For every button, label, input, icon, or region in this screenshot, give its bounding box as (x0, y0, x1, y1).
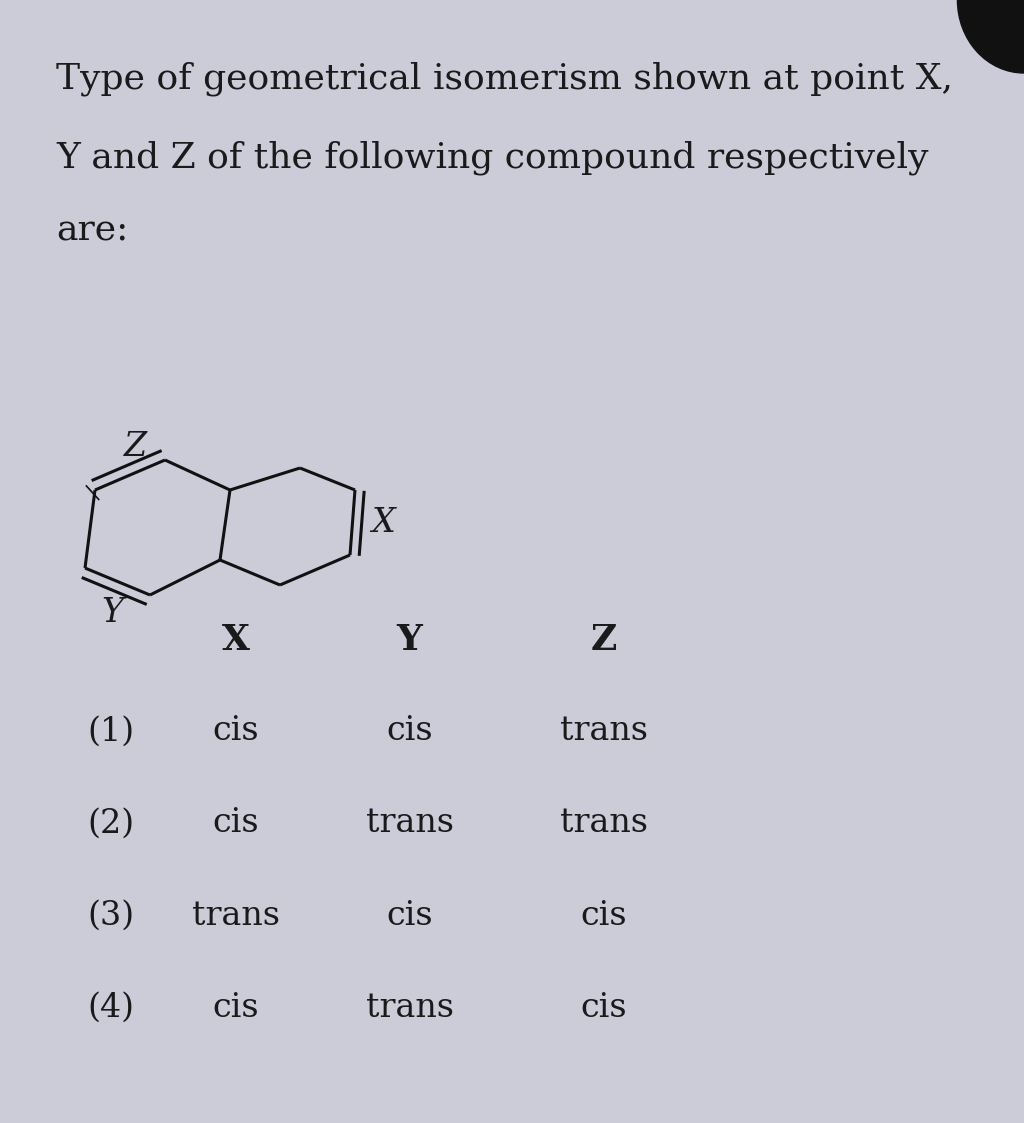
Text: (3): (3) (87, 900, 134, 931)
Text: trans: trans (560, 715, 648, 747)
Text: trans: trans (366, 992, 454, 1023)
Text: are:: are: (56, 213, 129, 247)
Text: (4): (4) (87, 992, 134, 1023)
Text: Y and Z of the following compound respectively: Y and Z of the following compound respec… (56, 140, 929, 175)
Text: trans: trans (560, 807, 648, 839)
Wedge shape (957, 0, 1024, 73)
Text: cis: cis (386, 900, 433, 931)
Text: cis: cis (212, 807, 259, 839)
Text: Y: Y (396, 623, 423, 657)
Text: (1): (1) (87, 715, 134, 747)
Text: cis: cis (386, 715, 433, 747)
Text: Y: Y (101, 597, 123, 629)
Text: X: X (221, 623, 250, 657)
Text: trans: trans (191, 900, 280, 931)
Text: X: X (372, 506, 395, 539)
Text: cis: cis (212, 992, 259, 1023)
Text: Type of geometrical isomerism shown at point X,: Type of geometrical isomerism shown at p… (56, 62, 953, 97)
Text: cis: cis (581, 992, 628, 1023)
Text: (2): (2) (87, 807, 134, 839)
Text: trans: trans (366, 807, 454, 839)
Text: cis: cis (581, 900, 628, 931)
Text: Z: Z (591, 623, 617, 657)
Text: cis: cis (212, 715, 259, 747)
Text: Z: Z (124, 431, 146, 463)
